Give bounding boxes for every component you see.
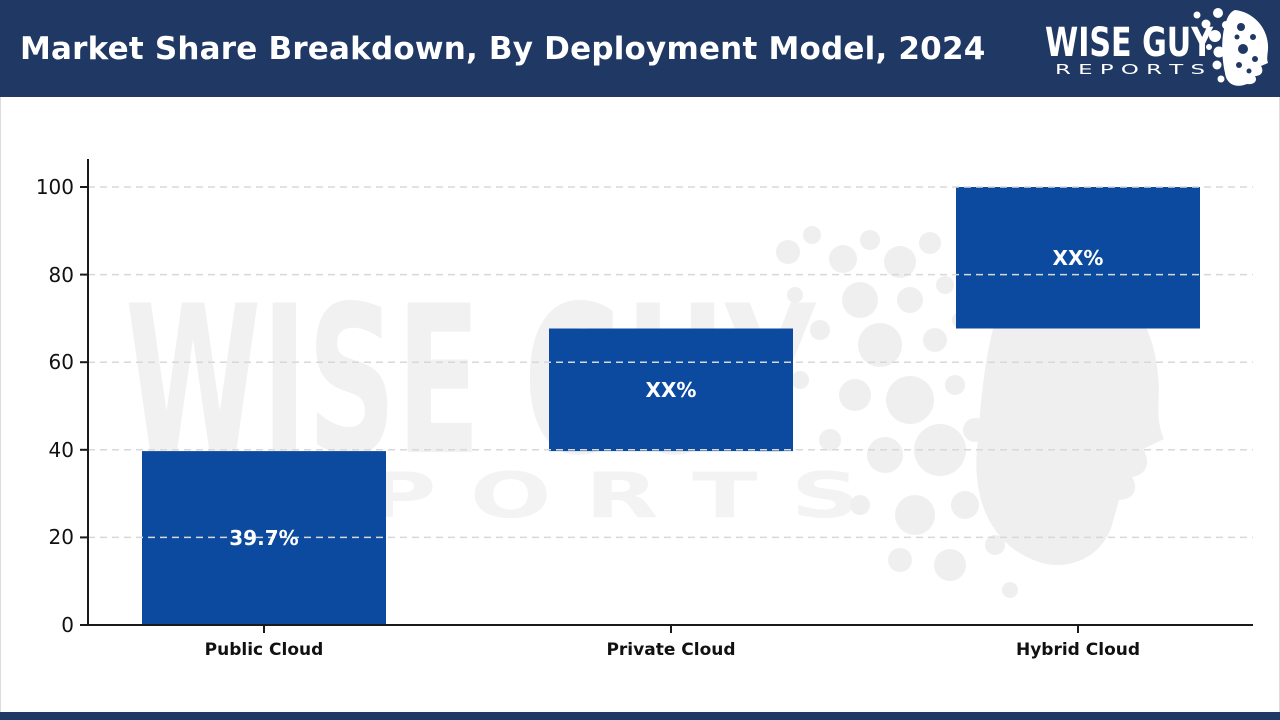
ytick-80: 80 [49,263,74,287]
bar-label-hybrid-cloud: XX% [1053,246,1104,270]
logo-text-reports: R E P O R T S [1055,63,1205,78]
bar-chart: WISE GUY R E P O R T S [36,159,1253,660]
ytick-0: 0 [61,613,74,637]
gridlines [88,186,1253,539]
y-axis-tick-labels: 0 20 40 60 80 100 [36,175,74,637]
ytick-60: 60 [49,350,74,374]
x-axis-category-labels: Public Cloud Private Cloud Hybrid Cloud [205,640,1140,660]
bar-label-private-cloud: XX% [646,378,697,402]
title-bar: Market Share Breakdown, By Deployment Mo… [0,0,1280,97]
ytick-100: 100 [36,175,74,199]
xlabel-hybrid-cloud: Hybrid Cloud [1016,640,1140,660]
wiseguy-logo-graphic: WISE GUY R E P O R T S [1045,8,1269,86]
bar-labels: 39.7% XX% XX% [229,246,1103,550]
logo-text-wiseguy: WISE GUY [1045,20,1214,66]
logo-face-dots-icon [1234,23,1258,74]
bar-label-public-cloud: 39.7% [229,526,298,550]
wiseguy-logo: WISE GUY R E P O R T S [1025,5,1275,93]
bar-private-cloud [549,328,793,452]
xlabel-public-cloud: Public Cloud [205,640,324,660]
axes [80,159,1253,633]
watermark-dot-cluster-icon [776,226,1018,598]
bar-hybrid-cloud [956,187,1200,329]
xlabel-private-cloud: Private Cloud [606,640,735,660]
ytick-40: 40 [49,438,74,462]
ytick-20: 20 [49,525,74,549]
plot-area: WISE GUY R E P O R T S [0,97,1280,713]
bottom-bar [0,712,1280,720]
page-title: Market Share Breakdown, By Deployment Mo… [20,30,986,67]
